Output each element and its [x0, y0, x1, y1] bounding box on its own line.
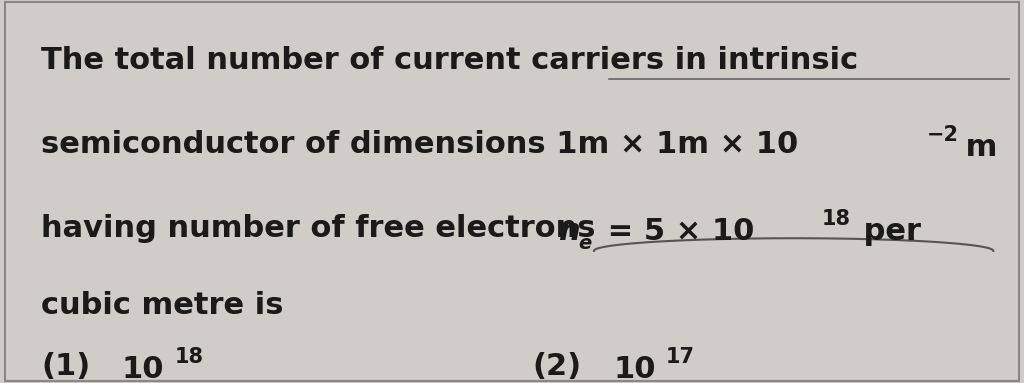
Text: per: per [853, 217, 922, 246]
Text: = 5 × 10: = 5 × 10 [597, 217, 754, 246]
Text: (2): (2) [532, 352, 582, 381]
FancyBboxPatch shape [5, 2, 1019, 381]
Text: 18: 18 [821, 209, 851, 229]
Text: 10: 10 [122, 355, 164, 383]
Text: (1): (1) [41, 352, 90, 381]
Text: 18: 18 [174, 347, 204, 367]
Text: m: m [954, 133, 997, 162]
Text: 10: 10 [613, 355, 655, 383]
Text: The total number of current carriers in intrinsic: The total number of current carriers in … [41, 46, 858, 75]
Text: n: n [558, 217, 580, 246]
Text: semiconductor of dimensions 1m × 1m × 10: semiconductor of dimensions 1m × 1m × 10 [41, 130, 799, 159]
Text: cubic metre is: cubic metre is [41, 291, 284, 320]
Text: having number of free electrons: having number of free electrons [41, 214, 606, 244]
Text: e: e [579, 234, 592, 253]
Text: −2: −2 [927, 124, 959, 145]
Text: 17: 17 [666, 347, 695, 367]
